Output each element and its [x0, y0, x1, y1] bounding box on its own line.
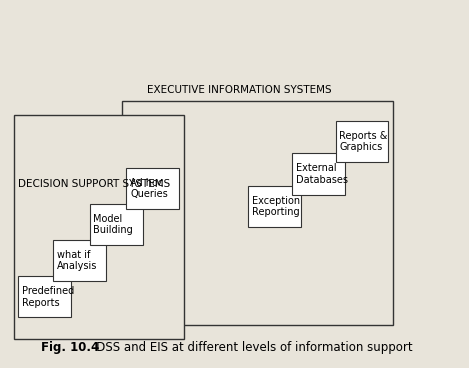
Bar [90, 204, 143, 245]
Bar [127, 168, 179, 209]
Text: DSS and EIS at different levels of information support: DSS and EIS at different levels of infor… [85, 340, 413, 354]
Bar [53, 240, 106, 282]
Text: Ad hoc
Queries: Ad hoc Queries [130, 178, 168, 199]
Text: External
Databases: External Databases [295, 163, 348, 185]
Text: Predefined
Reports: Predefined Reports [22, 286, 75, 308]
Text: what if
Analysis: what if Analysis [57, 250, 97, 272]
Text: Exception
Reporting: Exception Reporting [252, 196, 300, 217]
Bar [292, 153, 345, 195]
Text: Reports &
Graphics: Reports & Graphics [339, 131, 388, 152]
Bar [14, 116, 184, 339]
Text: Model
Building: Model Building [93, 214, 133, 236]
Bar [18, 276, 71, 318]
Text: Fig. 10.4: Fig. 10.4 [41, 340, 100, 354]
Bar [248, 186, 301, 227]
Bar [336, 121, 388, 162]
Text: DECISION SUPPORT SYSTEMS: DECISION SUPPORT SYSTEMS [17, 179, 170, 189]
Text: EXECUTIVE INFORMATION SYSTEMS: EXECUTIVE INFORMATION SYSTEMS [147, 85, 332, 95]
Bar [122, 101, 393, 325]
